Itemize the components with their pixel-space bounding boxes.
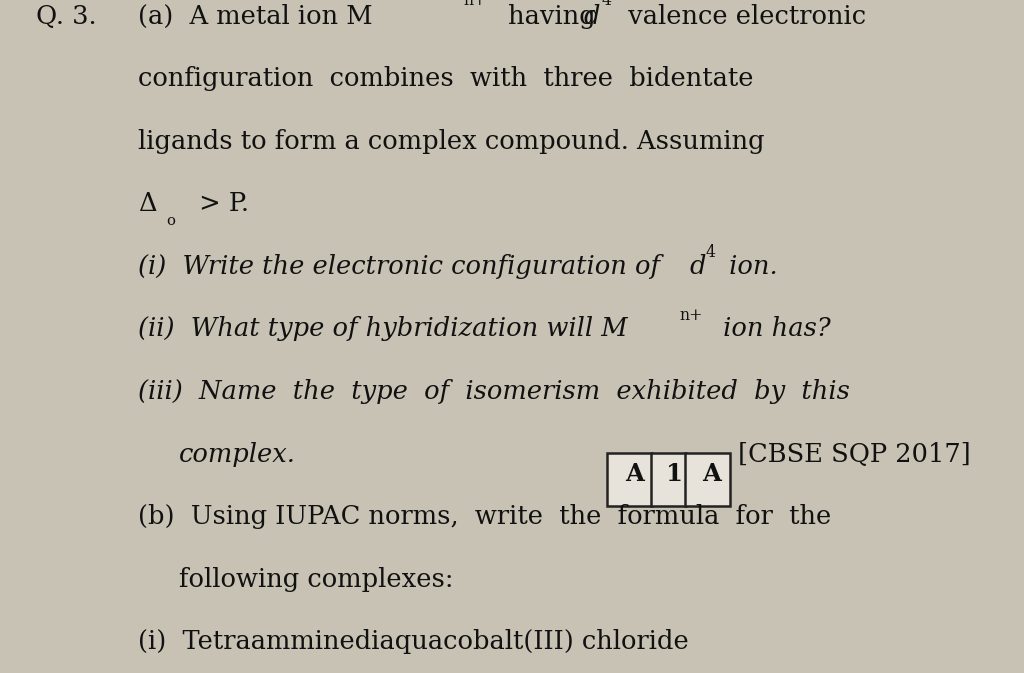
Text: following complexes:: following complexes: — [179, 567, 454, 592]
Text: 4: 4 — [706, 244, 716, 261]
FancyBboxPatch shape — [607, 453, 652, 506]
Text: (a)  A metal ion M: (a) A metal ion M — [138, 3, 373, 28]
Text: 4: 4 — [601, 0, 611, 9]
Text: n+: n+ — [464, 0, 487, 9]
Text: n+: n+ — [680, 307, 703, 324]
Text: (ii)  What type of hybridization will M: (ii) What type of hybridization will M — [138, 316, 628, 341]
Text: [CBSE SQP 2017]: [CBSE SQP 2017] — [738, 441, 971, 466]
Text: (i)  Tetraamminediaquacobalt(III) chloride: (i) Tetraamminediaquacobalt(III) chlorid… — [138, 629, 689, 654]
Text: Q. 3.: Q. 3. — [36, 3, 96, 28]
Text: Δ: Δ — [138, 191, 157, 216]
Text: A: A — [625, 462, 643, 486]
Text: d: d — [584, 3, 600, 28]
Text: ion.: ion. — [721, 254, 777, 279]
Text: (iii)  Name  the  type  of  isomerism  exhibited  by  this: (iii) Name the type of isomerism exhibit… — [138, 379, 850, 404]
FancyBboxPatch shape — [651, 453, 686, 506]
Text: d: d — [689, 254, 706, 279]
Text: ligands to form a complex compound. Assuming: ligands to form a complex compound. Assu… — [138, 129, 765, 153]
Text: A: A — [702, 462, 721, 486]
FancyBboxPatch shape — [685, 453, 730, 506]
Text: ion has?: ion has? — [715, 316, 830, 341]
Text: configuration  combines  with  three  bidentate: configuration combines with three bident… — [138, 66, 754, 91]
Text: (b)  Using IUPAC norms,  write  the  formula  for  the: (b) Using IUPAC norms, write the formula… — [138, 504, 831, 529]
Text: 1: 1 — [666, 462, 682, 486]
Text: (i)  Write the electronic configuration of: (i) Write the electronic configuration o… — [138, 254, 669, 279]
Text: valence electronic: valence electronic — [620, 3, 865, 28]
Text: having: having — [500, 3, 603, 28]
Text: > P.: > P. — [191, 191, 250, 216]
Text: complex.: complex. — [179, 441, 296, 466]
Text: o: o — [166, 214, 175, 227]
